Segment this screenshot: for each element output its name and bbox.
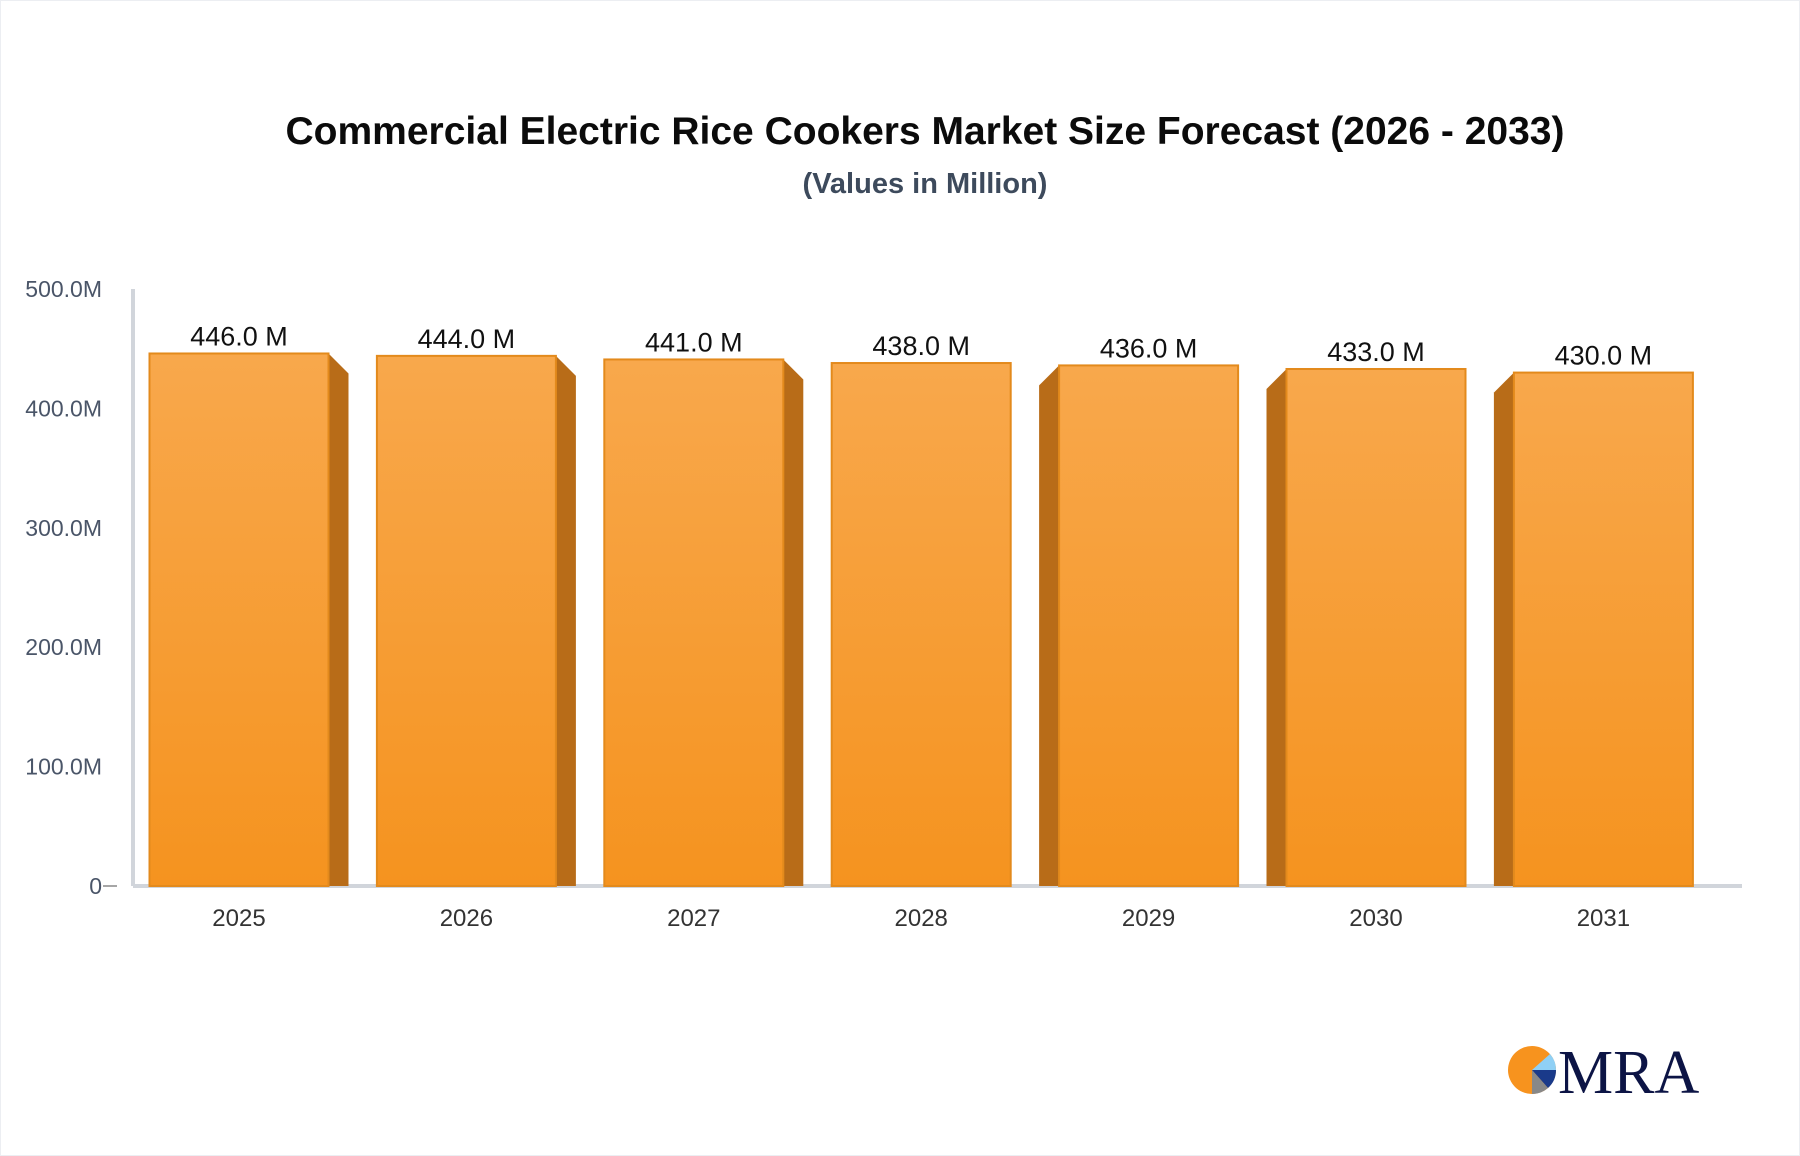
- x-tick-label: 2028: [895, 905, 948, 932]
- bar-side: [328, 353, 349, 886]
- mra-logo: MRA: [1508, 1039, 1699, 1107]
- data-label: 433.0 M: [1327, 337, 1425, 367]
- y-tick-label: 100.0M: [25, 754, 102, 780]
- y-tick-label: 0: [89, 873, 102, 899]
- bar-side: [1493, 372, 1514, 887]
- y-tick-label: 500.0M: [25, 276, 102, 302]
- bar: [1058, 364, 1240, 887]
- y-tick-label: 300.0M: [25, 515, 102, 541]
- chart-subtitle: (Values in Million): [802, 168, 1048, 200]
- bar-group: 430.0 M 2031: [1493, 341, 1694, 932]
- x-tick-label: 2026: [440, 905, 493, 932]
- bar: [1285, 367, 1467, 887]
- bar: [603, 358, 785, 888]
- x-tick-label: 2029: [1122, 905, 1175, 932]
- data-label: 441.0 M: [645, 327, 743, 357]
- x-tick-label: 2030: [1349, 905, 1402, 932]
- bar-group: 436.0 M 2029: [1039, 333, 1240, 932]
- logo-text: MRA: [1558, 1039, 1699, 1107]
- chart-title: Commercial Electric Rice Cookers Market …: [285, 110, 1565, 153]
- y-tick-label: 200.0M: [25, 634, 102, 660]
- bar: [148, 352, 330, 887]
- bar: [830, 362, 1012, 887]
- bar: [1512, 371, 1694, 887]
- bar-side: [1039, 365, 1060, 886]
- x-tick-label: 2031: [1577, 905, 1630, 932]
- x-tick-label: 2027: [667, 905, 720, 932]
- data-label: 444.0 M: [418, 324, 516, 354]
- x-tick-label: 2025: [212, 905, 265, 932]
- bar-group: 446.0 M 2025: [148, 321, 349, 932]
- bar: [375, 354, 557, 887]
- bar-side: [555, 355, 576, 886]
- bar-group: 438.0 M 2028: [830, 331, 1012, 932]
- data-label: 446.0 M: [190, 321, 288, 351]
- bar-side: [1266, 368, 1287, 886]
- data-label: 436.0 M: [1100, 333, 1198, 363]
- bar-group: 444.0 M 2026: [375, 324, 576, 932]
- bar-group: 433.0 M 2030: [1266, 337, 1467, 932]
- bar-side: [783, 359, 804, 886]
- y-tick-label: 400.0M: [25, 395, 102, 421]
- bar-group: 441.0 M 2027: [603, 327, 804, 932]
- data-label: 430.0 M: [1555, 341, 1653, 371]
- data-label: 438.0 M: [872, 331, 970, 361]
